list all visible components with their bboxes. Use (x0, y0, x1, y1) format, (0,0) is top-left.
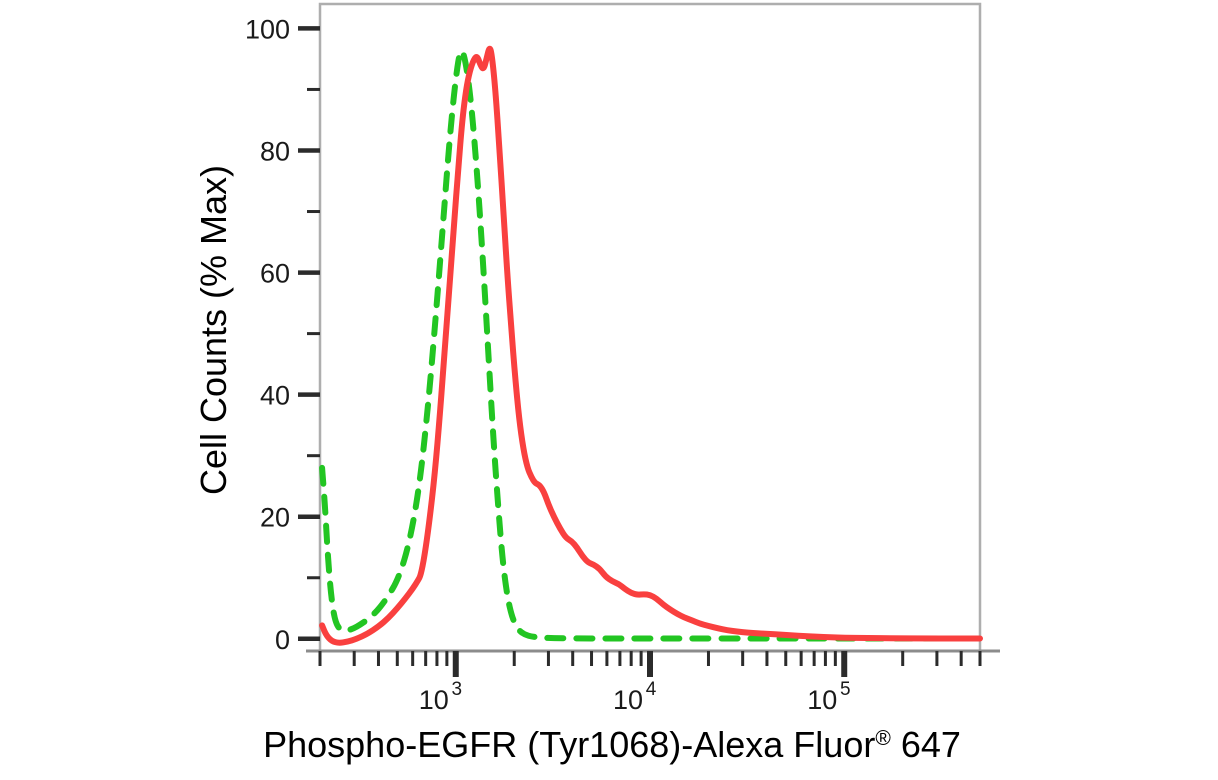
x-axis-tick-label: 10 5 (807, 679, 850, 715)
x-axis-tick-label: 10 3 (419, 679, 462, 715)
x-axis-tick-label: 10 4 (613, 679, 657, 715)
y-axis-tick-label: 0 (275, 625, 290, 655)
x-axis-title: Phospho-EGFR (Tyr1068)-Alexa Fluor® 647 (263, 724, 961, 765)
plot-frame (318, 2, 982, 651)
svg-text:10: 10 (419, 685, 449, 715)
y-axis-tick-label: 60 (260, 259, 290, 289)
y-axis-tick-label: 80 (260, 136, 290, 166)
svg-text:3: 3 (451, 679, 462, 700)
svg-text:10: 10 (613, 685, 643, 715)
y-axis-tick-label: 40 (260, 381, 290, 411)
series-line-1 (319, 45, 983, 646)
series-line-0 (319, 48, 983, 642)
svg-text:10: 10 (807, 685, 837, 715)
svg-text:Phospho-EGFR (Tyr1068)-Alexa F: Phospho-EGFR (Tyr1068)-Alexa Fluor® 647 (263, 724, 961, 765)
y-axis-tick-label: 100 (245, 14, 290, 44)
y-axis-title: Cell Counts (% Max) (193, 165, 234, 495)
y-axis-tick-label: 20 (260, 503, 290, 533)
svg-text:5: 5 (840, 679, 851, 700)
svg-text:4: 4 (646, 679, 657, 700)
